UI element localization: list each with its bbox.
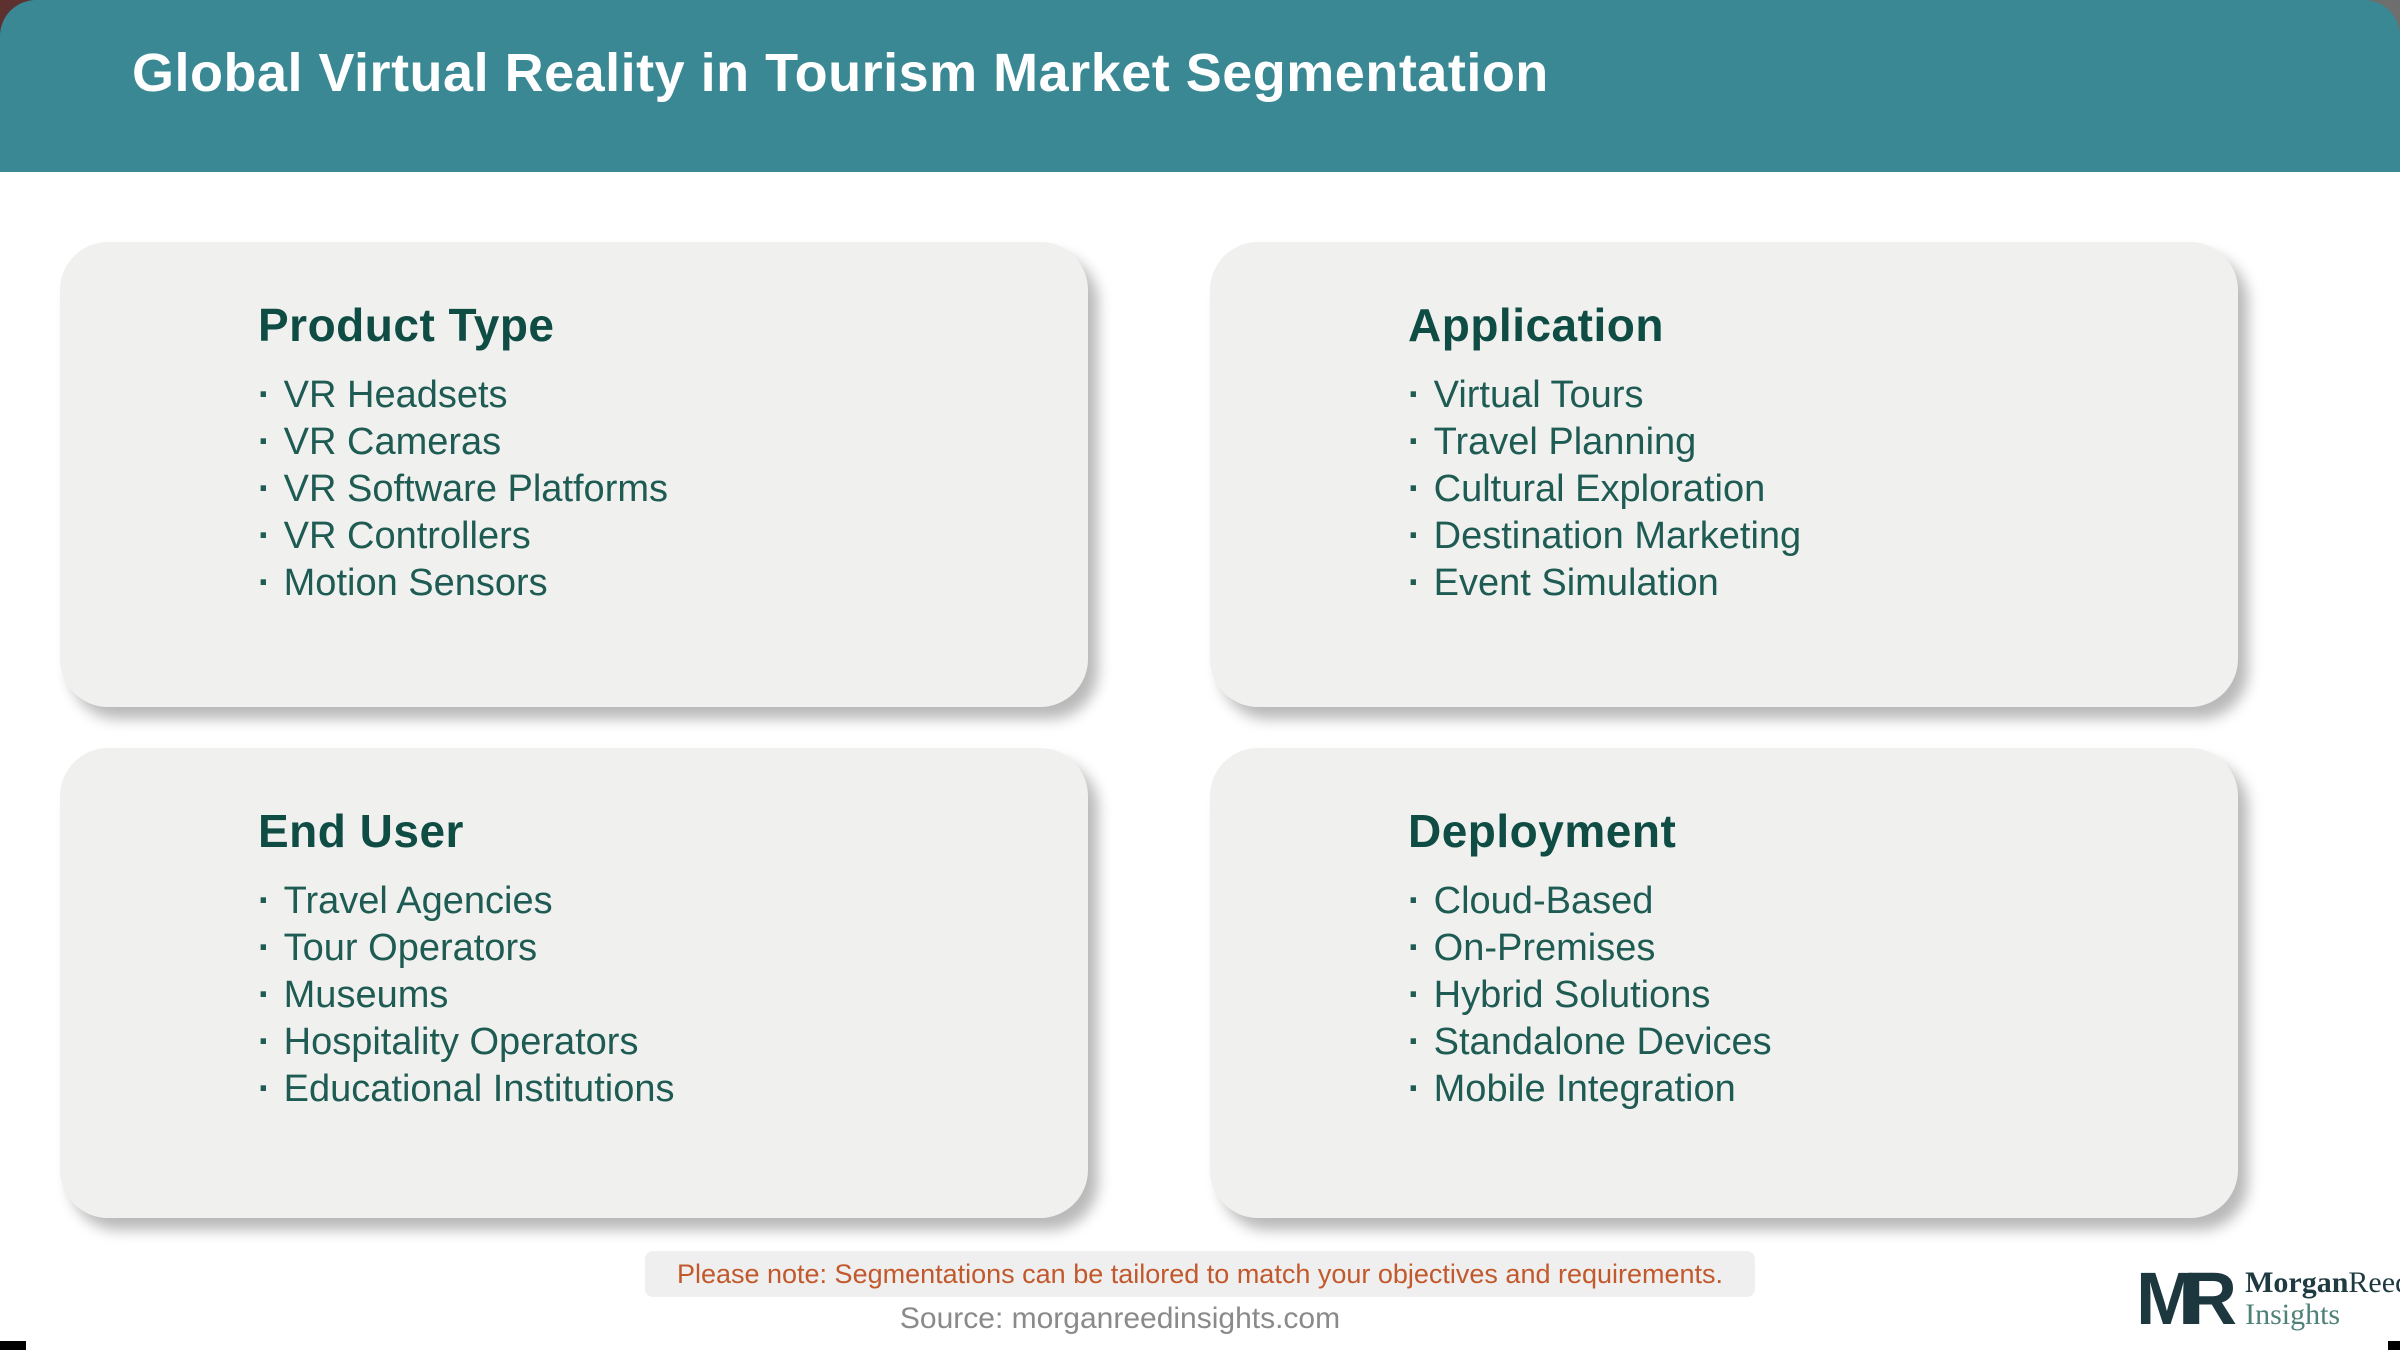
morganreed-monogram-icon: MR [2136,1257,2237,1340]
card-title-product-type: Product Type [258,299,555,351]
logo-wordmark: MorganReed Insights [2245,1265,2400,1331]
card-title-application: Application [1408,299,1664,351]
segment-item: Event Simulation [1408,560,2198,607]
segment-item: Virtual Tours [1408,372,2198,419]
morganreed-logo: MR MorganReed Insights [2136,1257,2400,1340]
card-end-user: End User Travel Agencies Tour Operators … [60,748,1088,1218]
card-title-deployment: Deployment [1408,805,1677,857]
segment-item: Standalone Devices [1408,1019,2198,1066]
segment-item: VR Cameras [258,419,1048,466]
segment-item: Hybrid Solutions [1408,972,2198,1019]
bottom-left-artifact [0,1341,26,1350]
segment-item: Travel Planning [1408,419,2198,466]
segment-item: Museums [258,972,1048,1019]
logo-name-bold: Morgan [2245,1265,2349,1299]
card-list-product-type: VR Headsets VR Cameras VR Software Platf… [258,372,1048,607]
logo-name: MorganReed [2245,1265,2400,1299]
segment-item: Cloud-Based [1408,878,2198,925]
segment-item: VR Headsets [258,372,1048,419]
segment-item: Motion Sensors [258,560,1048,607]
segment-item: Mobile Integration [1408,1066,2198,1113]
segment-item: Tour Operators [258,925,1048,972]
segment-item: Educational Institutions [258,1066,1048,1113]
segment-item: VR Software Platforms [258,466,1048,513]
card-list-deployment: Cloud-Based On-Premises Hybrid Solutions… [1408,878,2198,1113]
segment-item: Cultural Exploration [1408,466,2198,513]
card-deployment: Deployment Cloud-Based On-Premises Hybri… [1210,748,2238,1218]
segment-item: Destination Marketing [1408,513,2198,560]
segment-item: On-Premises [1408,925,2198,972]
card-title-end-user: End User [258,805,464,857]
segment-item: Travel Agencies [258,878,1048,925]
card-product-type: Product Type VR Headsets VR Cameras VR S… [60,242,1088,707]
source-text: Source: morganreedinsights.com [899,1302,1341,1335]
logo-name-regular: Reed [2348,1265,2400,1299]
segment-item: Hospitality Operators [258,1019,1048,1066]
card-application: Application Virtual Tours Travel Plannin… [1210,242,2238,707]
header-banner: Global Virtual Reality in Tourism Market… [0,0,2400,172]
page-title: Global Virtual Reality in Tourism Market… [132,43,1549,103]
segment-item: VR Controllers [258,513,1048,560]
note-text: Please note: Segmentations can be tailor… [676,1259,1724,1289]
bottom-right-artifact [2388,1341,2400,1350]
card-list-end-user: Travel Agencies Tour Operators Museums H… [258,878,1048,1113]
card-list-application: Virtual Tours Travel Planning Cultural E… [1408,372,2198,607]
note-bar: Please note: Segmentations can be tailor… [644,1251,1756,1297]
logo-subtitle: Insights [2245,1297,2341,1331]
